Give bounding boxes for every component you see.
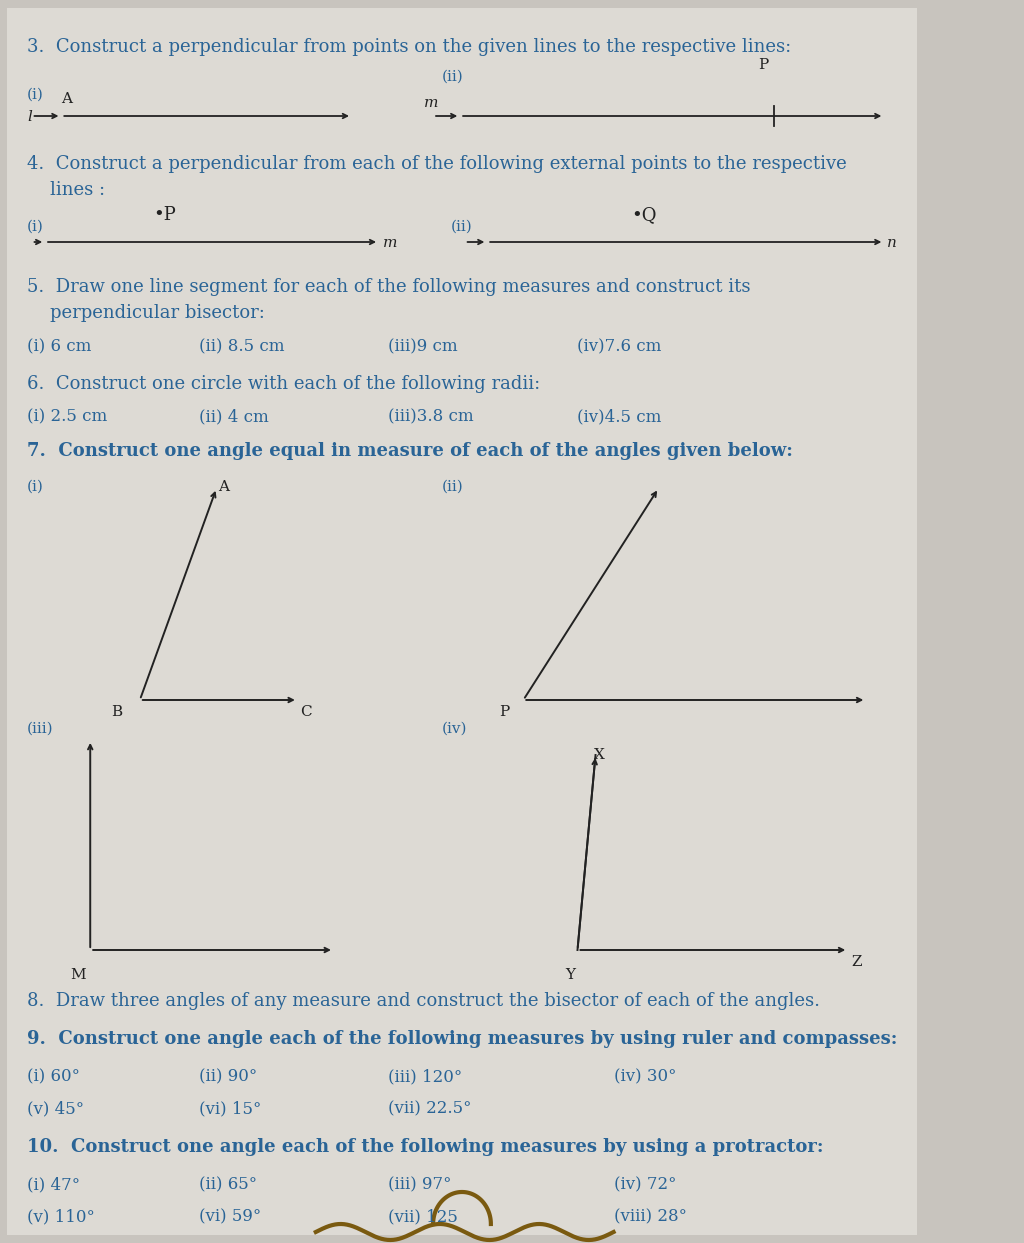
Text: (ii) 8.5 cm: (ii) 8.5 cm: [199, 338, 284, 355]
Text: (vii) 22.5°: (vii) 22.5°: [388, 1100, 471, 1117]
Text: A: A: [61, 92, 73, 106]
Text: (iii)3.8 cm: (iii)3.8 cm: [388, 408, 474, 425]
Text: n: n: [887, 236, 897, 250]
Text: (ii): (ii): [442, 480, 464, 493]
Text: P: P: [500, 705, 510, 718]
Text: (iii) 97°: (iii) 97°: [388, 1176, 452, 1193]
Text: 10.  Construct one angle each of the following measures by using a protractor:: 10. Construct one angle each of the foll…: [27, 1139, 823, 1156]
Text: (iv) 30°: (iv) 30°: [613, 1068, 676, 1085]
Text: (i): (i): [27, 480, 44, 493]
Text: m: m: [424, 96, 438, 109]
Text: (ii): (ii): [442, 70, 464, 85]
Text: (i) 2.5 cm: (i) 2.5 cm: [27, 408, 108, 425]
Text: (iii)9 cm: (iii)9 cm: [388, 338, 458, 355]
Text: 7.  Construct one angle equal in measure of each of the angles given below:: 7. Construct one angle equal in measure …: [27, 443, 793, 460]
Text: perpendicular bisector:: perpendicular bisector:: [27, 305, 265, 322]
Text: lines :: lines :: [27, 181, 105, 199]
Text: (v) 110°: (v) 110°: [27, 1208, 95, 1226]
Text: (viii) 28°: (viii) 28°: [613, 1208, 686, 1226]
Text: (i) 6 cm: (i) 6 cm: [27, 338, 91, 355]
Text: (iv)4.5 cm: (iv)4.5 cm: [578, 408, 662, 425]
Text: (vi) 59°: (vi) 59°: [199, 1208, 261, 1226]
Text: (vi) 15°: (vi) 15°: [199, 1100, 261, 1117]
Text: (ii) 4 cm: (ii) 4 cm: [199, 408, 268, 425]
Text: (ii): (ii): [452, 220, 473, 234]
Text: (ii) 90°: (ii) 90°: [199, 1068, 257, 1085]
Text: m: m: [383, 236, 397, 250]
Text: (i) 60°: (i) 60°: [27, 1068, 80, 1085]
Text: (iv): (iv): [442, 722, 468, 736]
Text: 3.  Construct a perpendicular from points on the given lines to the respective l: 3. Construct a perpendicular from points…: [27, 39, 792, 56]
Text: (iii): (iii): [27, 722, 53, 736]
Text: (vii) 125: (vii) 125: [388, 1208, 458, 1226]
Text: Z: Z: [852, 955, 862, 970]
Text: B: B: [111, 705, 122, 718]
Text: (iii) 120°: (iii) 120°: [388, 1068, 462, 1085]
Text: (i) 47°: (i) 47°: [27, 1176, 80, 1193]
Text: •P: •P: [154, 206, 176, 224]
Text: M: M: [70, 968, 86, 982]
Text: •Q: •Q: [632, 206, 657, 224]
Text: 9.  Construct one angle each of the following measures by using ruler and compas: 9. Construct one angle each of the follo…: [27, 1030, 897, 1048]
Text: (i): (i): [27, 220, 44, 234]
Text: (i): (i): [27, 88, 44, 102]
Text: 5.  Draw one line segment for each of the following measures and construct its: 5. Draw one line segment for each of the…: [27, 278, 751, 296]
Text: (iv)7.6 cm: (iv)7.6 cm: [578, 338, 662, 355]
Text: (ii) 65°: (ii) 65°: [199, 1176, 257, 1193]
Text: 8.  Draw three angles of any measure and construct the bisector of each of the a: 8. Draw three angles of any measure and …: [27, 992, 820, 1011]
Text: A: A: [218, 480, 229, 493]
Text: (iv) 72°: (iv) 72°: [613, 1176, 676, 1193]
Text: P: P: [758, 58, 768, 72]
Text: Y: Y: [565, 968, 575, 982]
Text: C: C: [300, 705, 312, 718]
Text: X: X: [594, 748, 604, 762]
Text: (v) 45°: (v) 45°: [27, 1100, 84, 1117]
Text: 6.  Construct one circle with each of the following radii:: 6. Construct one circle with each of the…: [27, 375, 541, 393]
Text: 4.  Construct a perpendicular from each of the following external points to the : 4. Construct a perpendicular from each o…: [27, 155, 847, 173]
Text: l: l: [27, 109, 32, 124]
